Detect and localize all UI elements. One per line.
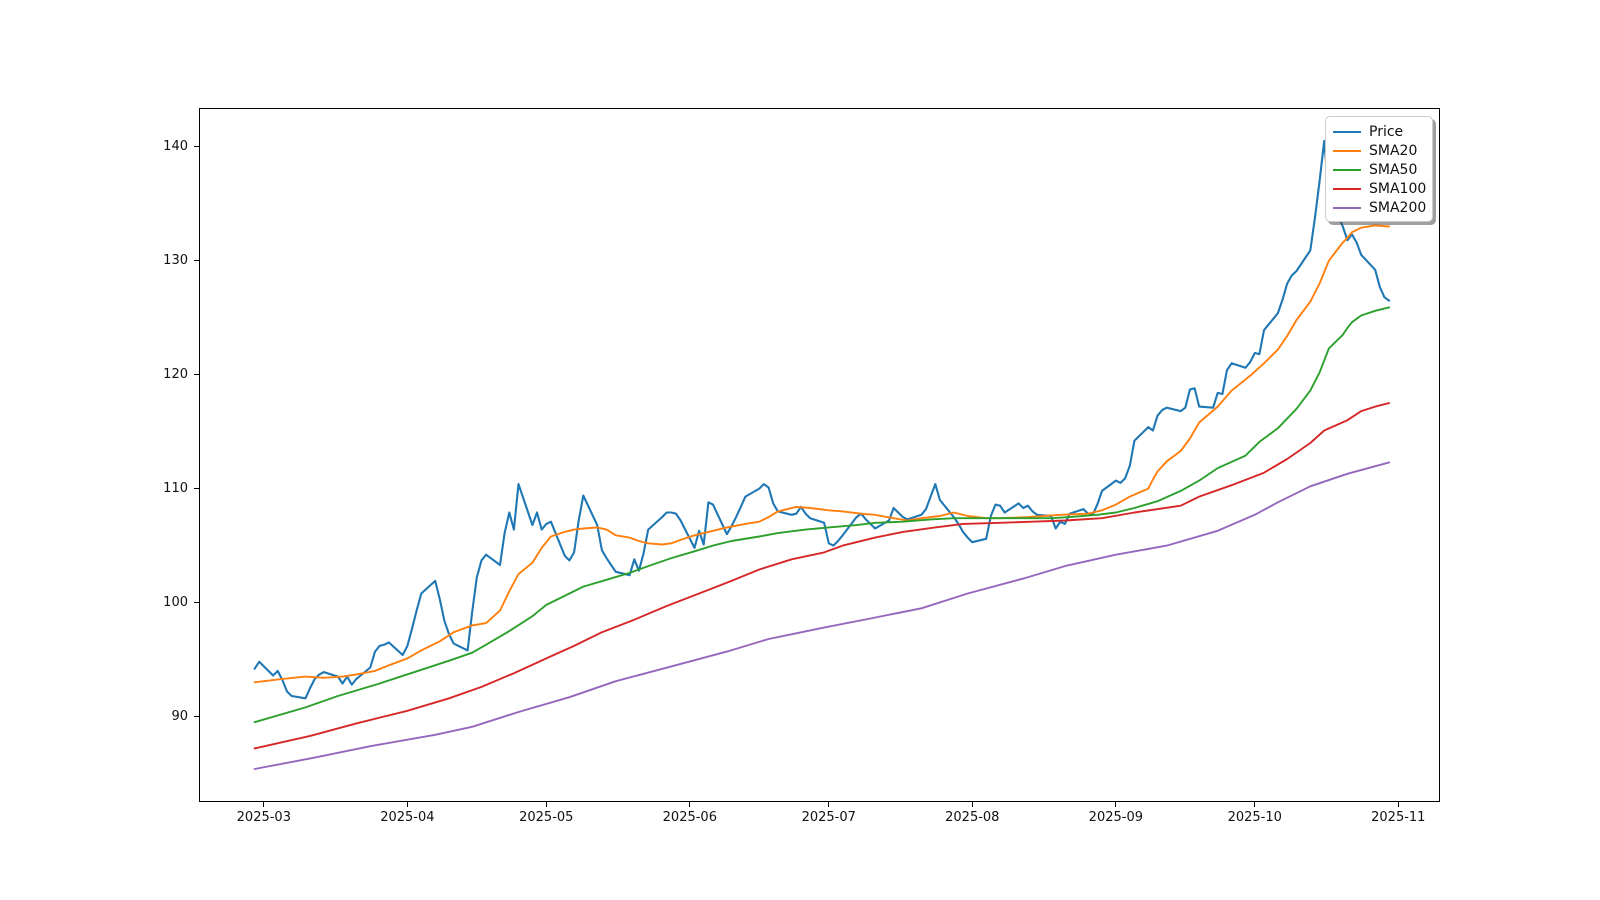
price-line (253, 139, 1391, 700)
y-tick-mark (194, 260, 199, 262)
sma50-line (253, 306, 1391, 724)
x-tick-mark (971, 802, 973, 807)
y-tick-label: 110 (163, 480, 188, 496)
legend-label-sma50: SMA50 (1369, 161, 1418, 178)
x-tick-label: 2025-05 (519, 810, 574, 825)
y-tick-label: 140 (163, 138, 188, 154)
legend-item-sma50: SMA50 (1333, 160, 1425, 179)
x-tick-mark (263, 802, 265, 807)
y-tick-mark (194, 374, 199, 376)
x-tick-mark (828, 802, 830, 807)
x-tick-label: 2025-10 (1227, 810, 1282, 825)
x-tick-mark (1115, 802, 1117, 807)
legend-label-sma100: SMA100 (1369, 181, 1427, 198)
plot-area (199, 108, 1440, 802)
legend-label-sma200: SMA200 (1369, 200, 1427, 217)
y-tick-mark (194, 716, 199, 718)
x-tick-label: 2025-07 (801, 810, 856, 825)
legend-item-sma20: SMA20 (1333, 141, 1425, 160)
legend-item-price: Price (1333, 122, 1425, 141)
x-tick-mark (1254, 802, 1256, 807)
y-tick-label: 90 (171, 708, 188, 724)
y-tick-label: 130 (163, 252, 188, 268)
x-tick-label: 2025-11 (1371, 810, 1426, 825)
sma20-line (253, 224, 1391, 684)
x-tick-mark (689, 802, 691, 807)
legend: Price SMA20 SMA50 SMA100 SMA200 (1325, 116, 1433, 222)
x-tick-mark (406, 802, 408, 807)
sma20-line-sample (1333, 149, 1361, 152)
sma200-line-sample (1333, 207, 1361, 210)
x-tick-mark (1397, 802, 1399, 807)
y-tick-mark (194, 488, 199, 490)
x-tick-label: 2025-04 (380, 810, 435, 825)
legend-item-sma200: SMA200 (1333, 199, 1427, 218)
legend-label-sma20: SMA20 (1369, 142, 1418, 159)
x-tick-label: 2025-03 (236, 810, 291, 825)
x-tick-label: 2025-09 (1088, 810, 1143, 825)
sma100-line-sample (1333, 188, 1361, 191)
price-line-sample (1333, 130, 1361, 133)
legend-item-sma100: SMA100 (1333, 180, 1427, 199)
sma50-line-sample (1333, 168, 1361, 171)
y-tick-label: 100 (163, 594, 188, 610)
legend-label-price: Price (1369, 123, 1404, 140)
y-tick-mark (194, 146, 199, 148)
y-tick-mark (194, 602, 199, 604)
x-tick-mark (545, 802, 547, 807)
x-tick-label: 2025-06 (662, 810, 717, 825)
x-tick-label: 2025-08 (945, 810, 1000, 825)
sma200-line (253, 461, 1391, 770)
sma100-line (253, 402, 1391, 750)
y-tick-label: 120 (163, 366, 188, 382)
